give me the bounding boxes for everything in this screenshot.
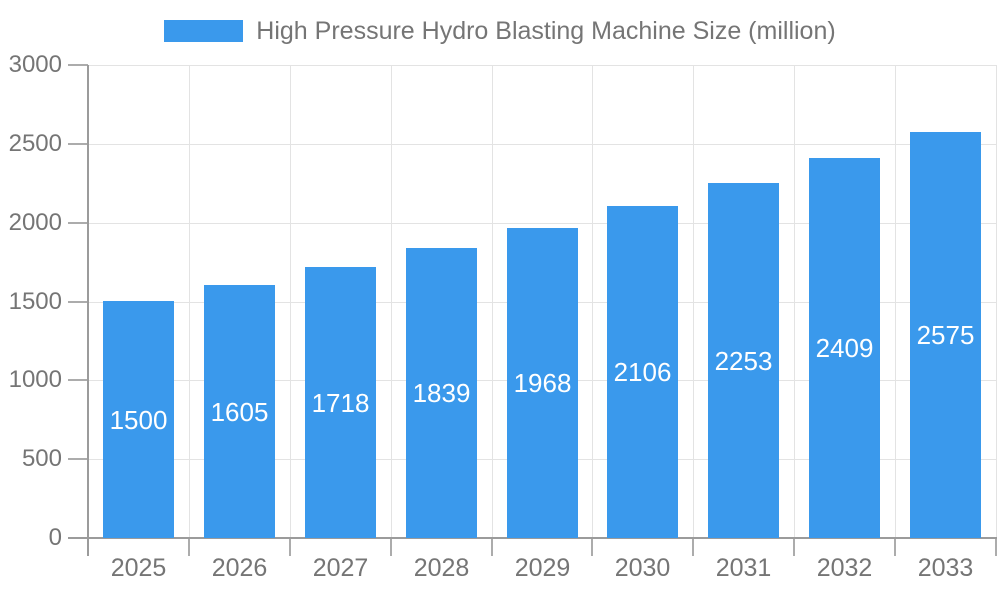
x-gridline xyxy=(794,65,795,538)
bar-2029[interactable] xyxy=(507,228,578,538)
y-axis-tick xyxy=(68,379,88,381)
x-gridline xyxy=(492,65,493,538)
x-axis-tick xyxy=(491,538,493,556)
x-axis-tick xyxy=(894,538,896,556)
y-axis-tick-label: 3000 xyxy=(8,51,62,78)
x-axis-tick xyxy=(692,538,694,556)
x-gridline xyxy=(996,65,997,538)
x-axis-tick xyxy=(995,538,997,556)
x-axis-tick-label: 2033 xyxy=(917,554,974,582)
y-axis-tick-label: 2500 xyxy=(8,130,62,157)
bar-2032[interactable] xyxy=(809,158,880,538)
x-axis-tick xyxy=(188,538,190,556)
y-gridline xyxy=(88,144,997,145)
x-gridline xyxy=(693,65,694,538)
chart-legend[interactable]: High Pressure Hydro Blasting Machine Siz… xyxy=(0,12,1000,50)
y-axis-tick-label: 1500 xyxy=(8,288,62,315)
x-axis-tick xyxy=(591,538,593,556)
legend-label: High Pressure Hydro Blasting Machine Siz… xyxy=(256,16,836,45)
y-axis-tick-label: 2000 xyxy=(8,209,62,236)
bar-2028[interactable] xyxy=(406,248,477,538)
bar-2030[interactable] xyxy=(607,206,678,538)
y-axis-line xyxy=(87,65,89,556)
x-axis-tick-label: 2026 xyxy=(211,554,268,582)
y-axis-tick-label: 500 xyxy=(21,445,62,472)
y-axis-tick xyxy=(68,222,88,224)
x-gridline xyxy=(592,65,593,538)
x-axis-tick-label: 2030 xyxy=(614,554,671,582)
x-gridline xyxy=(895,65,896,538)
x-gridline xyxy=(391,65,392,538)
y-axis-tick xyxy=(68,458,88,460)
legend-swatch xyxy=(164,20,244,42)
x-axis-tick xyxy=(289,538,291,556)
x-axis-line xyxy=(68,537,997,539)
x-axis-tick-label: 2028 xyxy=(413,554,470,582)
bar-2026[interactable] xyxy=(204,285,275,538)
y-gridline xyxy=(88,223,997,224)
bar-2031[interactable] xyxy=(708,183,779,538)
x-axis-tick-label: 2025 xyxy=(110,554,167,582)
x-axis-tick-label: 2032 xyxy=(816,554,873,582)
bar-2027[interactable] xyxy=(305,267,376,538)
y-axis-tick xyxy=(68,301,88,303)
y-axis-tick xyxy=(68,143,88,145)
bar-2033[interactable] xyxy=(910,132,981,538)
y-axis-tick-label: 0 xyxy=(48,524,62,551)
x-axis-tick-label: 2027 xyxy=(312,554,369,582)
x-axis-tick xyxy=(390,538,392,556)
y-axis-tick-label: 1000 xyxy=(8,366,62,393)
y-gridline xyxy=(88,65,997,66)
y-axis-tick xyxy=(68,64,88,66)
x-axis-tick-label: 2029 xyxy=(514,554,571,582)
x-axis-tick xyxy=(793,538,795,556)
bar-2025[interactable] xyxy=(103,301,174,538)
x-gridline xyxy=(189,65,190,538)
x-gridline xyxy=(290,65,291,538)
x-axis-tick-label: 2031 xyxy=(715,554,772,582)
